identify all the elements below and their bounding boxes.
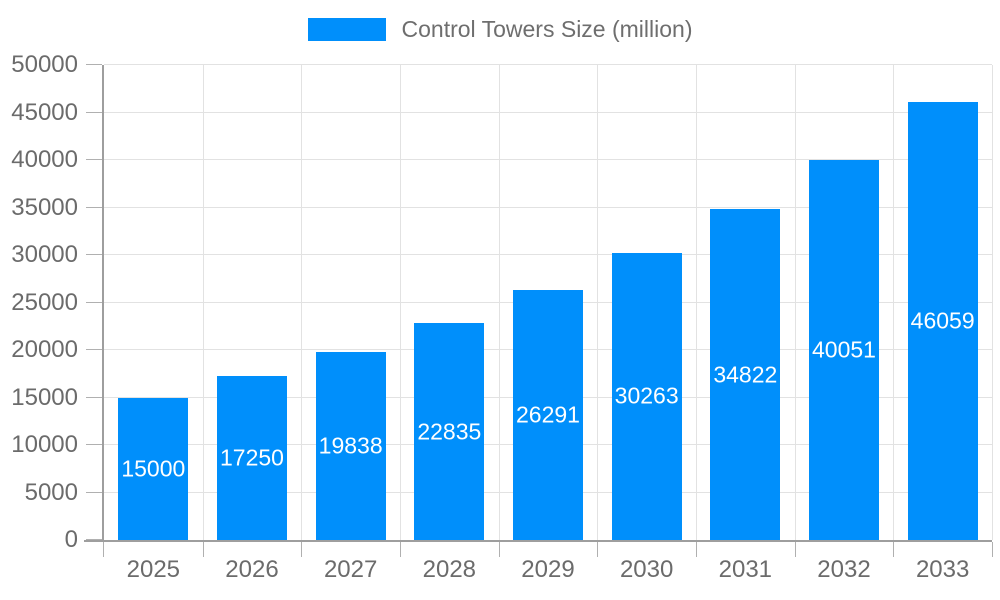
bar: 15000 bbox=[118, 397, 189, 540]
plot-area: 0 5000 10000 15000 20000 25000 30000 35000 40000… bbox=[11, 53, 993, 582]
horizontal-gridline bbox=[104, 206, 992, 208]
x-axis-tick-label: 2025 bbox=[126, 556, 181, 583]
vertical-gridline bbox=[400, 65, 401, 540]
y-axis-tick-label: 30000 bbox=[11, 241, 78, 268]
y-axis-tick bbox=[86, 539, 102, 540]
x-axis-overhang bbox=[84, 540, 104, 542]
bar: 19838 bbox=[315, 351, 386, 540]
vertical-gridline bbox=[696, 65, 697, 540]
bar: 22835 bbox=[414, 323, 485, 540]
x-axis-tick-label: 2029 bbox=[521, 556, 575, 583]
bar: 17250 bbox=[216, 376, 288, 540]
y-axis-tick bbox=[86, 111, 102, 113]
bar: 26291 bbox=[512, 290, 584, 540]
vertical-gridline bbox=[498, 65, 500, 540]
bar-value-label: 46059 bbox=[910, 307, 975, 334]
y-axis-tick bbox=[86, 349, 102, 350]
bar: 46059 bbox=[907, 102, 978, 540]
y-axis-tick-label: 45000 bbox=[11, 98, 78, 126]
y-axis-tick-label: 20000 bbox=[11, 336, 78, 363]
y-axis-tick-label: 25000 bbox=[11, 288, 78, 316]
y-axis-tick bbox=[86, 254, 102, 255]
x-axis-tick-label: 2033 bbox=[915, 556, 970, 583]
y-axis-tick-label: 15000 bbox=[11, 383, 78, 411]
y-axis-tick bbox=[86, 444, 102, 445]
x-axis-tick bbox=[498, 542, 500, 557]
bar-value-label: 26291 bbox=[516, 401, 580, 428]
y-axis-tick bbox=[86, 159, 102, 160]
x-axis-tick-label: 2026 bbox=[225, 556, 279, 583]
x-axis-tick bbox=[893, 542, 895, 557]
x-axis-tick bbox=[400, 542, 401, 557]
bar: 40051 bbox=[808, 159, 880, 540]
x-axis-tick-label: 2032 bbox=[817, 556, 871, 583]
x-axis-tick bbox=[597, 542, 599, 557]
x-axis-tick-label: 2030 bbox=[619, 556, 674, 583]
x-axis-tick bbox=[696, 542, 697, 557]
y-axis-tick-label: 50000 bbox=[11, 51, 78, 78]
vertical-gridline bbox=[597, 65, 599, 540]
legend-label: Control Towers Size (million) bbox=[401, 16, 693, 42]
x-axis-tick-label: 2031 bbox=[718, 556, 773, 583]
bar-value-label: 34822 bbox=[713, 361, 778, 388]
vertical-gridline bbox=[301, 65, 303, 540]
horizontal-gridline bbox=[104, 254, 992, 255]
horizontal-gridline bbox=[104, 111, 992, 113]
horizontal-gridline bbox=[104, 159, 992, 160]
legend-swatch-icon bbox=[307, 18, 386, 41]
y-axis-tick-label: 40000 bbox=[11, 146, 78, 173]
bar-value-label: 19838 bbox=[318, 432, 383, 459]
y-axis-tick bbox=[86, 396, 102, 398]
x-axis-tick-label: 2028 bbox=[422, 556, 477, 583]
y-axis-tick-label: 10000 bbox=[11, 431, 78, 458]
bar-value-label: 40051 bbox=[812, 336, 876, 363]
x-axis-tick bbox=[202, 542, 204, 557]
bar-value-label: 17250 bbox=[220, 444, 284, 471]
bar: 34822 bbox=[710, 209, 781, 540]
bar: 30263 bbox=[611, 252, 682, 540]
x-axis-tick bbox=[992, 542, 993, 557]
y-axis-tick bbox=[86, 301, 102, 303]
vertical-gridline bbox=[202, 65, 204, 540]
x-axis-tick bbox=[794, 542, 796, 557]
y-axis-tick bbox=[86, 64, 102, 65]
y-axis-tick-label: 0 bbox=[64, 526, 78, 553]
x-axis-tick bbox=[103, 542, 104, 557]
x-axis-tick bbox=[301, 542, 303, 557]
bar-value-label: 30263 bbox=[614, 382, 679, 409]
chart-legend: Control Towers Size (million) bbox=[0, 18, 1000, 41]
vertical-gridline bbox=[992, 65, 993, 540]
bar-value-label: 22835 bbox=[417, 418, 482, 445]
vertical-gridline bbox=[893, 65, 895, 540]
y-axis-tick-label: 5000 bbox=[24, 478, 78, 506]
bar-value-label: 15000 bbox=[121, 455, 186, 482]
horizontal-gridline bbox=[104, 64, 992, 65]
y-axis-tick bbox=[86, 491, 102, 493]
y-axis-tick bbox=[86, 206, 102, 208]
x-axis-tick-label: 2027 bbox=[323, 556, 378, 583]
vertical-gridline bbox=[794, 65, 796, 540]
y-axis-tick-label: 35000 bbox=[11, 193, 78, 221]
